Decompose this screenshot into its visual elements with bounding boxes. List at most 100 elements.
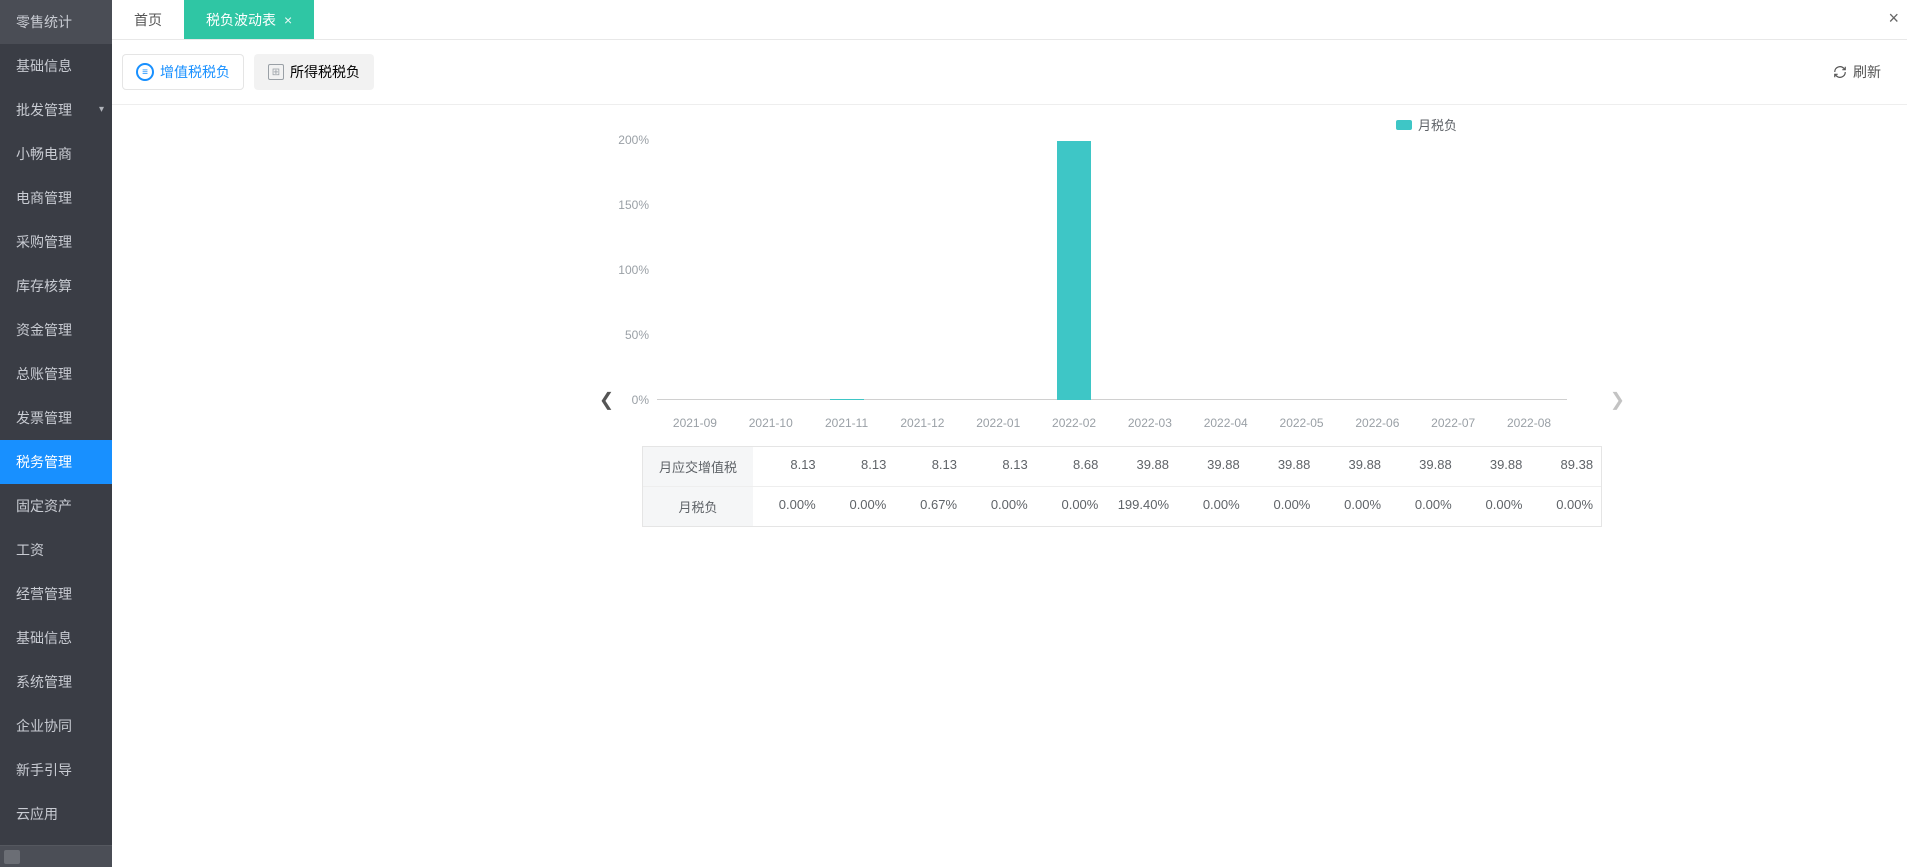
chart-plot: ❮ ❯ 0%50%100%150%200% 2021-092021-102021… (657, 140, 1567, 400)
sidebar-item-云应用[interactable]: 云应用 (0, 792, 112, 836)
sidebar-item-label: 零售统计 (16, 0, 72, 44)
table-cell: 0.00% (1177, 487, 1248, 526)
table-cell: 39.88 (1248, 447, 1319, 486)
x-axis-label: 2021-12 (884, 416, 960, 430)
tab-label: 首页 (134, 10, 162, 30)
sidebar-item-label: 发票管理 (16, 396, 72, 440)
x-axis-label: 2021-11 (809, 416, 885, 430)
x-axis-label: 2021-09 (657, 416, 733, 430)
tab-tax-fluctuation[interactable]: 税负波动表 × (184, 0, 314, 39)
chart: 月税负 ❮ ❯ 0%50%100%150%200% 2021-092021-10… (122, 115, 1897, 527)
sidebar-item-label: 小畅电商 (16, 132, 72, 176)
table-cell: 8.13 (824, 447, 895, 486)
x-axis-label: 2022-06 (1339, 416, 1415, 430)
x-axis-label: 2022-07 (1415, 416, 1491, 430)
table-cell: 0.67% (894, 487, 965, 526)
sidebar-item-label: 经营管理 (16, 572, 72, 616)
close-icon[interactable]: × (284, 12, 292, 28)
bar-slot (1188, 140, 1264, 400)
subtab-vat[interactable]: ≡ 增值税税负 (122, 54, 244, 90)
chart-legend: 月税负 (122, 115, 1897, 134)
sidebar-item-批发管理[interactable]: 批发管理▾ (0, 88, 112, 132)
content: 月税负 ❮ ❯ 0%50%100%150%200% 2021-092021-10… (112, 105, 1907, 867)
tab-label: 税负波动表 (206, 10, 276, 30)
table-cell: 0.00% (1389, 487, 1460, 526)
table-cell: 39.88 (1106, 447, 1177, 486)
bar-slot (884, 140, 960, 400)
sidebar-item-税务管理[interactable]: 税务管理 (0, 440, 112, 484)
subtab-income-tax[interactable]: ⊞ 所得税税负 (254, 54, 374, 90)
table-cell: 39.88 (1389, 447, 1460, 486)
sidebar-item-label: 总账管理 (16, 352, 72, 396)
subtab-label: 所得税税负 (290, 62, 360, 82)
sidebar-item-资金管理[interactable]: 资金管理 (0, 308, 112, 352)
table-cell: 199.40% (1106, 487, 1177, 526)
sidebar-item-采购管理[interactable]: 采购管理 (0, 220, 112, 264)
chevron-left-icon[interactable]: ❮ (599, 390, 614, 411)
y-axis-label: 100% (618, 263, 657, 277)
table-cell: 39.88 (1460, 447, 1531, 486)
y-axis-label: 200% (618, 133, 657, 147)
sidebar-item-label: 企业协同 (16, 704, 72, 748)
sidebar-item-企业协同[interactable]: 企业协同 (0, 704, 112, 748)
table-cell: 0.00% (1318, 487, 1389, 526)
sidebar-item-label: 税务管理 (16, 440, 72, 484)
sidebar-item-电商管理[interactable]: 电商管理 (0, 176, 112, 220)
y-axis-label: 150% (618, 198, 657, 212)
refresh-button[interactable]: 刷新 (1825, 58, 1889, 86)
sidebar-item-库存核算[interactable]: 库存核算 (0, 264, 112, 308)
sidebar-item-基础信息[interactable]: 基础信息 (0, 44, 112, 88)
table-cell: 39.88 (1177, 447, 1248, 486)
legend-swatch (1396, 120, 1412, 130)
table-cell: 0.00% (965, 487, 1036, 526)
table-row: 月税负0.00%0.00%0.67%0.00%0.00%199.40%0.00%… (643, 487, 1601, 526)
x-axis-label: 2022-05 (1264, 416, 1340, 430)
table-cell: 8.13 (753, 447, 824, 486)
sidebar-item-基础信息[interactable]: 基础信息 (0, 616, 112, 660)
sidebar-collapse-bar[interactable] (0, 845, 112, 867)
x-axis-label: 2022-08 (1491, 416, 1567, 430)
bar-slot (733, 140, 809, 400)
chart-bar[interactable] (1057, 141, 1091, 400)
table-cell: 8.13 (965, 447, 1036, 486)
sidebar-item-label: 库存核算 (16, 264, 72, 308)
main-area: 首页 税负波动表 × × ≡ 增值税税负 ⊞ 所得税税负 (112, 0, 1907, 867)
sidebar-item-新手引导[interactable]: 新手引导 (0, 748, 112, 792)
legend-label: 月税负 (1418, 115, 1457, 134)
table-row: 月应交增值税8.138.138.138.138.6839.8839.8839.8… (643, 447, 1601, 487)
chevron-right-icon[interactable]: ❯ (1610, 390, 1625, 411)
x-axis-label: 2022-02 (1036, 416, 1112, 430)
collapse-icon (4, 850, 20, 864)
bar-slot (960, 140, 1036, 400)
calculator-icon: ⊞ (268, 64, 284, 80)
tab-home[interactable]: 首页 (112, 0, 184, 39)
bar-slot (1491, 140, 1567, 400)
sidebar-item-经营管理[interactable]: 经营管理 (0, 572, 112, 616)
tabbar: 首页 税负波动表 × × (112, 0, 1907, 40)
sidebar-item-label: 采购管理 (16, 220, 72, 264)
bar-slot (657, 140, 733, 400)
sidebar-item-系统管理[interactable]: 系统管理 (0, 660, 112, 704)
table-cell: 89.38 (1530, 447, 1601, 486)
table-cell: 0.00% (824, 487, 895, 526)
table-cell: 0.00% (1248, 487, 1319, 526)
sidebar-item-零售统计[interactable]: 零售统计 (0, 0, 112, 44)
bar-slot (1112, 140, 1188, 400)
vat-icon: ≡ (136, 63, 154, 81)
x-axis-label: 2022-01 (960, 416, 1036, 430)
table-cell: 0.00% (1036, 487, 1107, 526)
refresh-label: 刷新 (1853, 62, 1881, 82)
sidebar-item-工资[interactable]: 工资 (0, 528, 112, 572)
sidebar-item-总账管理[interactable]: 总账管理 (0, 352, 112, 396)
sidebar-item-label: 基础信息 (16, 616, 72, 660)
sidebar-item-label: 工资 (16, 528, 44, 572)
sidebar-item-小畅电商[interactable]: 小畅电商 (0, 132, 112, 176)
sidebar-item-发票管理[interactable]: 发票管理 (0, 396, 112, 440)
close-all-icon[interactable]: × (1888, 8, 1899, 29)
chart-bar[interactable] (830, 399, 864, 400)
table-cell: 8.68 (1036, 447, 1107, 486)
y-axis-label: 0% (632, 393, 657, 407)
sidebar-item-label: 电商管理 (16, 176, 72, 220)
sidebar-item-固定资产[interactable]: 固定资产 (0, 484, 112, 528)
x-axis-label: 2022-03 (1112, 416, 1188, 430)
